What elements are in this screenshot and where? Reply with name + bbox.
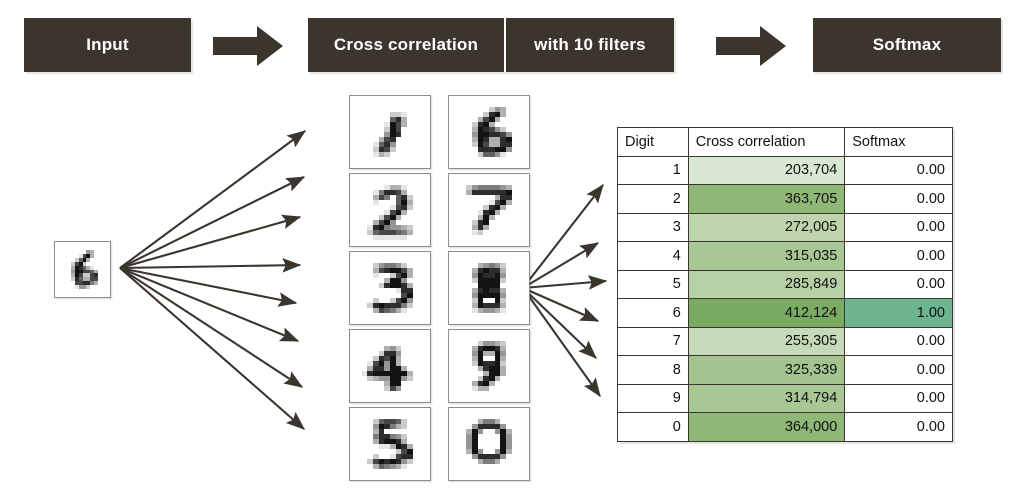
cell-digit: 5 — [617, 269, 689, 299]
pixel-grid-filter-5 — [356, 414, 424, 474]
cell-digit: 3 — [617, 212, 689, 242]
cell-softmax: 1.00 — [844, 298, 953, 328]
table-header-row: Digit Cross correlation Softmax — [617, 127, 953, 157]
column-header-softmax: Softmax — [844, 127, 953, 157]
pixel-grid-filter-3 — [356, 258, 424, 318]
cell-softmax: 0.00 — [844, 241, 953, 271]
header-box-input: Input — [24, 18, 191, 72]
filter-thumbnail-0 — [448, 407, 530, 481]
cell-digit: 4 — [617, 241, 689, 271]
filter-thumbnail-5 — [349, 407, 431, 481]
filter-thumbnail-2 — [349, 173, 431, 247]
cell-cross-correlation: 314,794 — [687, 383, 846, 413]
table-row: 3 272,005 0.00 — [617, 212, 953, 242]
table-body: 1 203,704 0.00 2 363,705 0.00 3 272,005 0.00 4 315… — [617, 155, 953, 442]
cell-cross-correlation: 285,849 — [687, 269, 846, 299]
cell-softmax: 0.00 — [844, 184, 953, 214]
table-row: 8 325,339 0.00 — [617, 355, 953, 385]
cell-cross-correlation: 363,705 — [687, 184, 846, 214]
filter-thumbnail-7 — [448, 173, 530, 247]
cell-cross-correlation: 255,305 — [687, 326, 846, 356]
pixel-grid-filter-7 — [455, 180, 523, 240]
results-table: Digit Cross correlation Softmax 1 203,704… — [617, 127, 953, 442]
table-row: 1 203,704 0.00 — [617, 155, 953, 185]
cell-digit: 0 — [617, 412, 689, 442]
header-cross-correlation-label: Cross correlation — [333, 35, 479, 54]
filter-thumbnail-3 — [349, 251, 431, 325]
header-filters-cell: with 10 filters — [506, 18, 674, 72]
table-row: 0 364,000 0.00 — [617, 412, 953, 442]
cell-digit: 1 — [617, 155, 689, 185]
cell-digit: 6 — [617, 298, 689, 328]
cell-softmax: 0.00 — [844, 155, 953, 185]
cell-cross-correlation: 412,124 — [687, 298, 846, 328]
input-digit-thumbnail — [54, 241, 111, 298]
cell-cross-correlation: 364,000 — [687, 412, 846, 442]
pixel-grid-input — [59, 246, 106, 293]
cell-softmax: 0.00 — [844, 326, 953, 356]
cell-cross-correlation: 203,704 — [687, 155, 846, 185]
cell-softmax: 0.00 — [844, 269, 953, 299]
cell-digit: 9 — [617, 383, 689, 413]
table-row: 5 285,849 0.00 — [617, 269, 953, 299]
cell-digit: 8 — [617, 355, 689, 385]
table-row: 9 314,794 0.00 — [617, 383, 953, 413]
cell-cross-correlation: 315,035 — [687, 241, 846, 271]
cell-digit: 2 — [617, 184, 689, 214]
cell-cross-correlation: 325,339 — [687, 355, 846, 385]
cell-softmax: 0.00 — [844, 383, 953, 413]
filter-thumbnail-8 — [448, 251, 530, 325]
cell-softmax: 0.00 — [844, 355, 953, 385]
header-divider — [504, 18, 506, 72]
pixel-grid-filter-1 — [356, 102, 424, 162]
header-softmax-label: Softmax — [872, 35, 942, 54]
header-cross-correlation-cell: Cross correlation — [308, 18, 504, 72]
pixel-grid-filter-0 — [455, 414, 523, 474]
header-box-softmax: Softmax — [813, 18, 1001, 72]
cell-cross-correlation: 272,005 — [687, 212, 846, 242]
right-block-arrow-icon-1 — [213, 26, 285, 66]
column-header-digit: Digit — [617, 127, 689, 157]
table-row: 4 315,035 0.00 — [617, 241, 953, 271]
filter-thumbnail-1 — [349, 95, 431, 169]
table-row: 7 255,305 0.00 — [617, 326, 953, 356]
table-row: 6 412,124 1.00 — [617, 298, 953, 328]
column-header-cross-correlation: Cross correlation — [687, 127, 846, 157]
filter-thumbnail-9 — [448, 329, 530, 403]
header-filters-label: with 10 filters — [534, 35, 646, 54]
cell-digit: 7 — [617, 326, 689, 356]
right-block-arrow-icon-2 — [716, 26, 788, 66]
filter-thumbnail-4 — [349, 329, 431, 403]
header-box-cross-correlation-group: Cross correlation with 10 filters — [308, 18, 674, 72]
pixel-grid-filter-8 — [455, 258, 523, 318]
table-row: 2 363,705 0.00 — [617, 184, 953, 214]
cell-softmax: 0.00 — [844, 412, 953, 442]
header-input-label: Input — [86, 35, 129, 54]
pixel-grid-filter-6 — [455, 102, 523, 162]
pixel-grid-filter-2 — [356, 180, 424, 240]
cell-softmax: 0.00 — [844, 212, 953, 242]
filter-thumbnail-6 — [448, 95, 530, 169]
pixel-grid-filter-4 — [356, 336, 424, 396]
pixel-grid-filter-9 — [455, 336, 523, 396]
